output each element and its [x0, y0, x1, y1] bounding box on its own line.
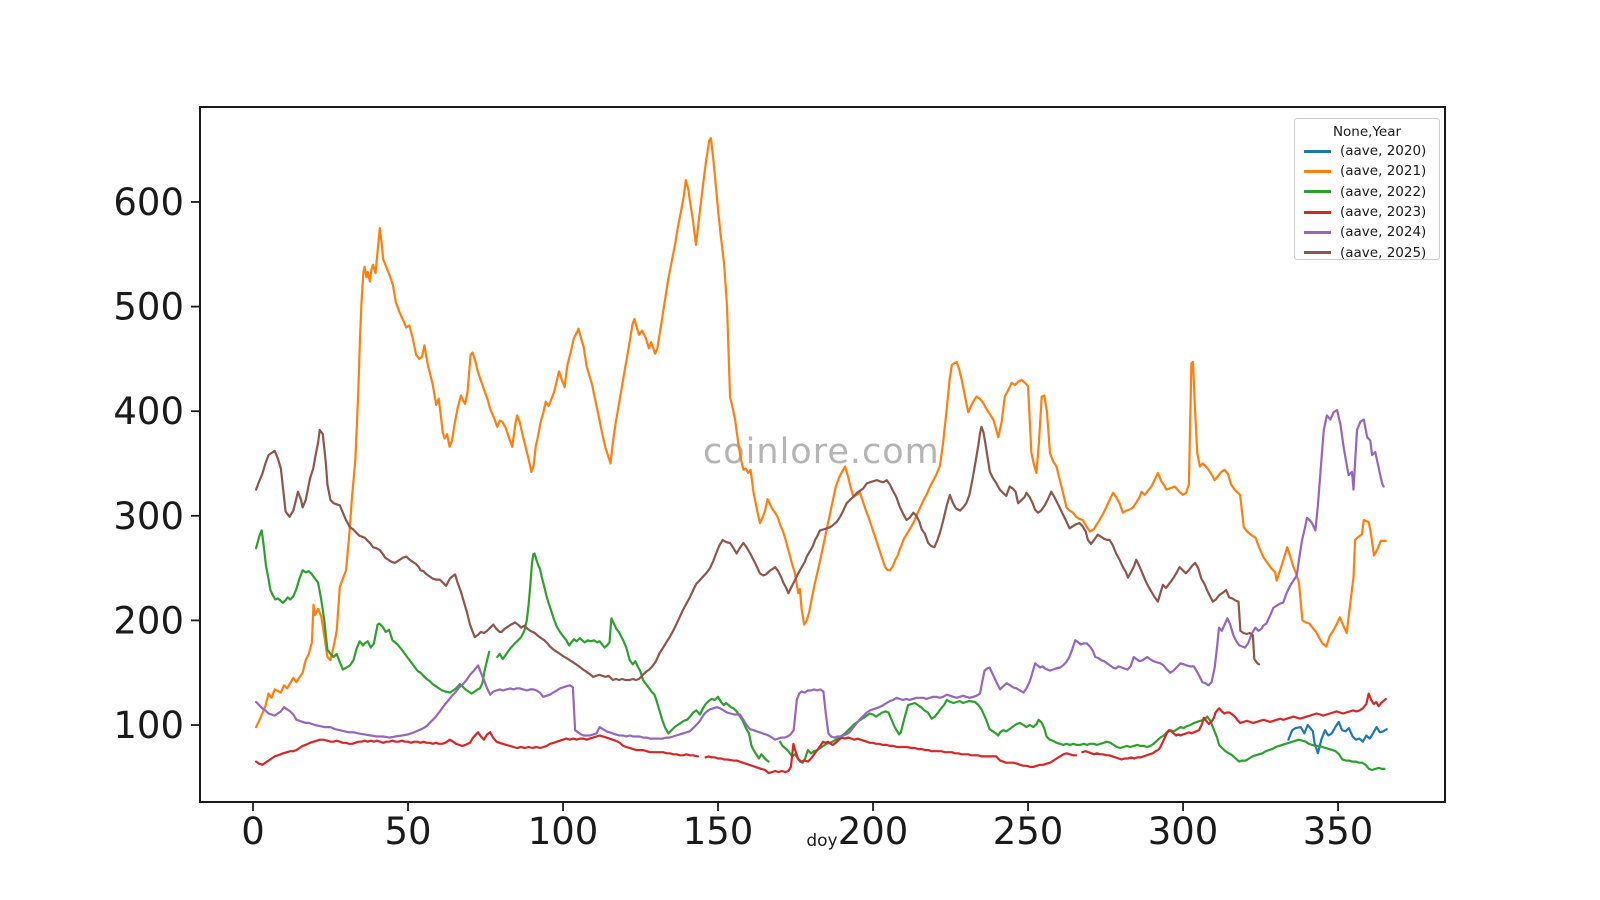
- y-tick-label: 400: [113, 390, 184, 433]
- y-tick-label: 300: [113, 495, 184, 538]
- legend-entry-2023: (aave, 2023): [1295, 202, 1439, 222]
- legend-entry-2020: (aave, 2020): [1295, 141, 1439, 161]
- x-tick-label: 150: [683, 810, 754, 853]
- series-line-2025: [255, 425, 1261, 682]
- series-line-2022: [496, 552, 770, 763]
- y-tick-label: 600: [113, 181, 184, 224]
- legend-entry-2022: (aave, 2022): [1295, 182, 1439, 202]
- legend-entry-label: (aave, 2024): [1340, 224, 1427, 241]
- x-tick-label: 200: [838, 810, 909, 853]
- x-tick-label: 350: [1303, 810, 1374, 853]
- x-tick-label: 300: [1148, 810, 1219, 853]
- series-line-2022: [778, 698, 1386, 772]
- legend-entry-label: (aave, 2020): [1340, 143, 1427, 160]
- y-tick-label: 500: [113, 286, 184, 329]
- series-line-2021: [255, 137, 1387, 729]
- x-tick-label: 50: [384, 810, 431, 853]
- legend-line-swatch: [1304, 210, 1331, 214]
- y-tick-label: 100: [113, 704, 184, 747]
- legend-line-swatch: [1304, 190, 1331, 194]
- legend-entry-2021: (aave, 2021): [1295, 161, 1439, 181]
- legend-entry-2025: (aave, 2025): [1295, 242, 1439, 262]
- series-line-2022: [255, 529, 491, 695]
- series-line-2023: [1081, 692, 1387, 761]
- legend-entry-label: (aave, 2025): [1340, 244, 1427, 261]
- legend-entry-label: (aave, 2021): [1340, 163, 1427, 180]
- x-axis-label: doy: [806, 831, 838, 851]
- legend-entry-label: (aave, 2023): [1340, 204, 1427, 221]
- legend-line-swatch: [1304, 149, 1331, 153]
- legend-line-swatch: [1304, 169, 1331, 173]
- y-tick-label: 200: [113, 599, 184, 642]
- series-line-2023: [255, 731, 700, 766]
- legend-line-swatch: [1304, 251, 1331, 255]
- series-line-2023: [704, 736, 1078, 775]
- legend-title: None,Year: [1332, 124, 1402, 140]
- x-tick-label: 100: [528, 810, 599, 853]
- x-tick-label: 0: [241, 810, 265, 853]
- legend-entry-label: (aave, 2022): [1340, 183, 1427, 200]
- legend: None,Year (aave, 2020) (aave, 2021) (aave,…: [1294, 118, 1440, 263]
- x-tick-label: 250: [993, 810, 1064, 853]
- legend-entry-2024: (aave, 2024): [1295, 222, 1439, 242]
- series-line-2020: [1287, 720, 1388, 755]
- legend-line-swatch: [1304, 230, 1331, 234]
- series-line-2024: [255, 409, 1385, 741]
- axes-frame: [199, 106, 1446, 803]
- legend-entries: (aave, 2020) (aave, 2021) (aave, 2022) (aav…: [1295, 141, 1439, 263]
